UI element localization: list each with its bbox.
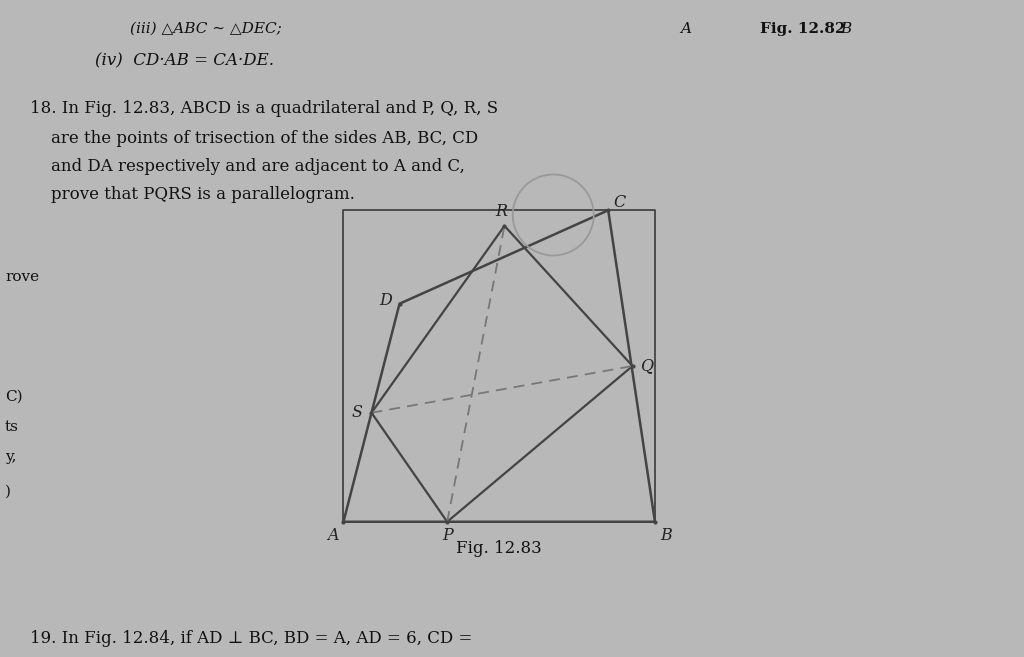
Text: 18. In Fig. 12.83, ABCD is a quadrilateral and P, Q, R, S: 18. In Fig. 12.83, ABCD is a quadrilater…	[30, 100, 498, 117]
Text: prove that PQRS is a parallelogram.: prove that PQRS is a parallelogram.	[30, 186, 355, 203]
Text: y,: y,	[5, 450, 16, 464]
Text: R: R	[496, 204, 507, 220]
Text: A: A	[680, 22, 691, 36]
Text: C: C	[613, 194, 626, 211]
Text: B: B	[840, 22, 851, 36]
Text: Q: Q	[640, 357, 653, 374]
Text: are the points of trisection of the sides AB, BC, CD: are the points of trisection of the side…	[30, 130, 478, 147]
Text: rove: rove	[5, 270, 39, 284]
Text: C): C)	[5, 390, 23, 404]
Text: D: D	[379, 292, 392, 309]
Text: (iii) △ABC ∼ △DEC;: (iii) △ABC ∼ △DEC;	[130, 22, 282, 36]
Text: Fig. 12.82: Fig. 12.82	[760, 22, 846, 36]
Text: and DA respectively and are adjacent to A and C,: and DA respectively and are adjacent to …	[30, 158, 465, 175]
Text: ts: ts	[5, 420, 18, 434]
Text: S: S	[352, 404, 362, 421]
Text: A: A	[327, 528, 338, 544]
Text: Fig. 12.83: Fig. 12.83	[457, 540, 542, 556]
Text: P: P	[441, 528, 453, 544]
Text: (iv)  CD·AB = CA·DE.: (iv) CD·AB = CA·DE.	[95, 52, 274, 69]
Text: B: B	[659, 528, 672, 544]
Text: ): )	[5, 485, 11, 499]
Text: 19. In Fig. 12.84, if AD ⊥ BC, BD = A, AD = 6, CD =: 19. In Fig. 12.84, if AD ⊥ BC, BD = A, A…	[30, 630, 472, 647]
